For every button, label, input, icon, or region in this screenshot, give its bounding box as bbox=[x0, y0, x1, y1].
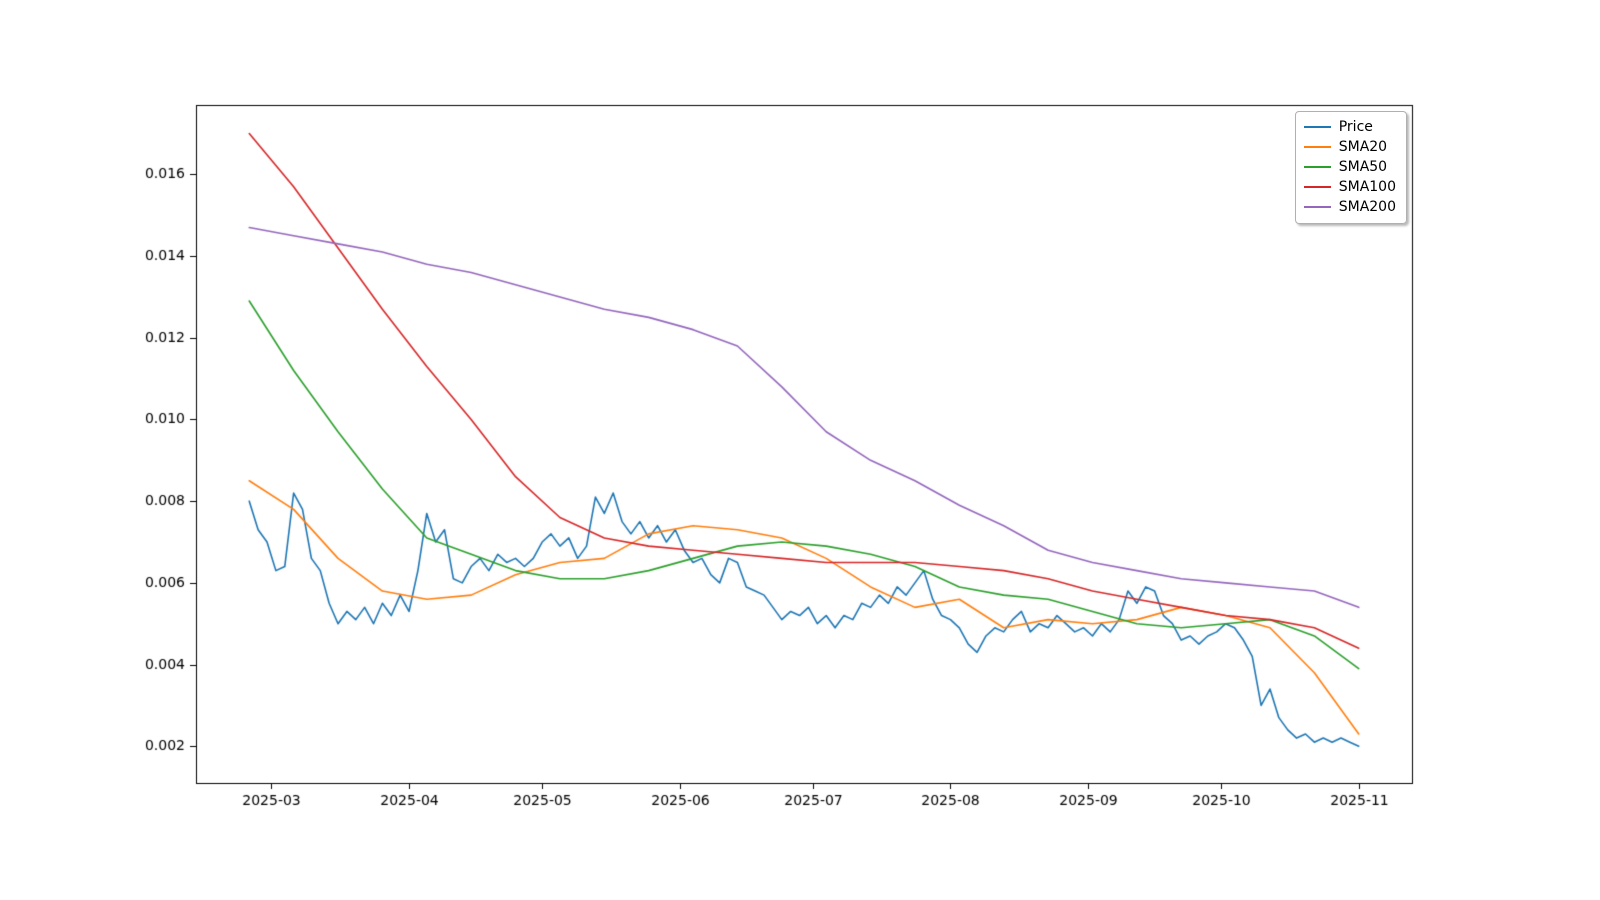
legend-item-sma100: SMA100 bbox=[1303, 177, 1396, 197]
legend-line-sample-sma20 bbox=[1303, 146, 1331, 148]
legend-item-price: Price bbox=[1303, 117, 1396, 137]
legend-label-price: Price bbox=[1338, 119, 1373, 135]
legend-label-sma50: SMA50 bbox=[1338, 159, 1388, 175]
legend-line-sample-price bbox=[1303, 126, 1331, 128]
chart-legend: Price SMA20 SMA50 SMA100 SMA200 bbox=[1294, 111, 1407, 224]
legend-line-sample-sma50 bbox=[1303, 166, 1331, 168]
legend-item-sma50: SMA50 bbox=[1303, 157, 1396, 177]
legend-item-sma20: SMA20 bbox=[1303, 137, 1396, 157]
legend-line-sample-sma200 bbox=[1303, 206, 1331, 208]
legend-label-sma20: SMA20 bbox=[1338, 139, 1388, 155]
legend-label-sma100: SMA100 bbox=[1338, 179, 1396, 195]
legend-item-sma200: SMA200 bbox=[1303, 197, 1396, 217]
legend-line-sample-sma100 bbox=[1303, 186, 1331, 188]
legend-label-sma200: SMA200 bbox=[1338, 199, 1396, 215]
